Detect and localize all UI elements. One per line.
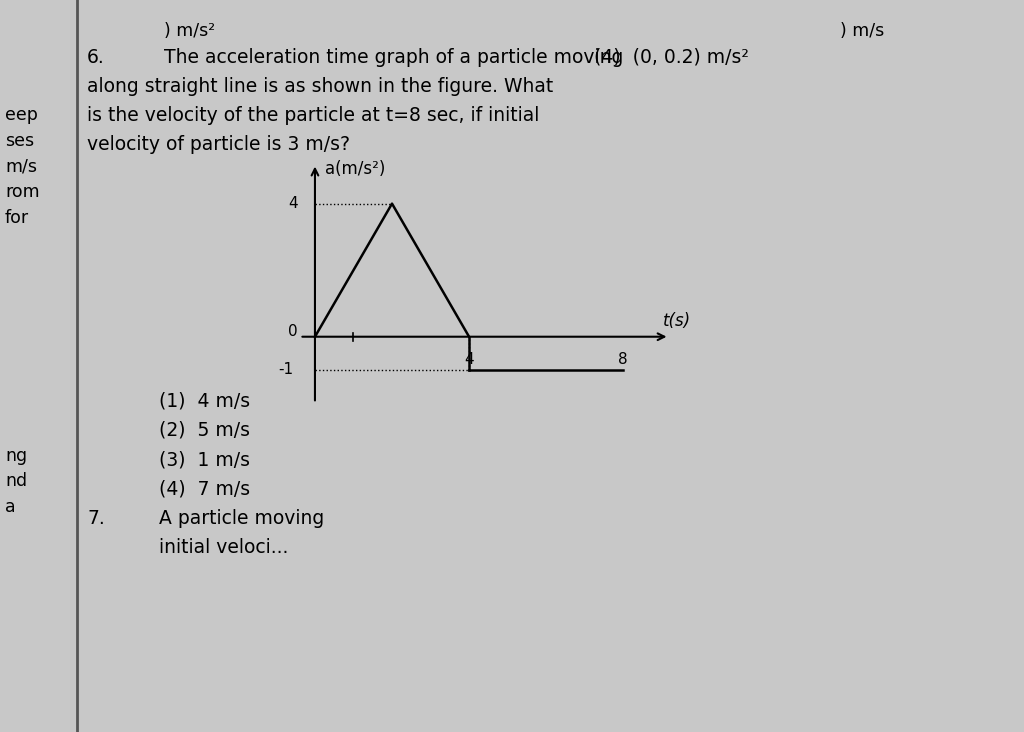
Text: (1)  4 m/s: (1) 4 m/s <box>159 392 250 411</box>
Text: eep: eep <box>5 106 38 124</box>
Text: ) m/s²: ) m/s² <box>164 22 215 40</box>
Text: -1: -1 <box>279 362 294 378</box>
Text: a(m/s²): a(m/s²) <box>325 160 385 179</box>
Text: a: a <box>5 498 15 516</box>
Text: m/s: m/s <box>5 157 37 176</box>
Text: (2)  5 m/s: (2) 5 m/s <box>159 421 250 440</box>
Text: along straight line is as shown in the figure. What: along straight line is as shown in the f… <box>87 77 553 96</box>
Text: ) m/s: ) m/s <box>840 22 884 40</box>
Text: t(s): t(s) <box>664 312 691 330</box>
Text: rom: rom <box>5 183 40 201</box>
Text: velocity of particle is 3 m/s?: velocity of particle is 3 m/s? <box>87 135 350 154</box>
Text: ng: ng <box>5 447 28 465</box>
Text: (4)  (0, 0.2) m/s²: (4) (0, 0.2) m/s² <box>594 48 749 67</box>
Text: for: for <box>5 209 30 227</box>
Text: 8: 8 <box>618 351 628 367</box>
Text: is the velocity of the particle at t=8 sec, if initial: is the velocity of the particle at t=8 s… <box>87 106 540 125</box>
Text: 4: 4 <box>464 351 474 367</box>
Text: initial veloci...: initial veloci... <box>159 538 288 557</box>
Text: nd: nd <box>5 472 28 490</box>
Text: 7.: 7. <box>87 509 104 528</box>
Text: 4: 4 <box>288 196 298 211</box>
Text: A particle moving: A particle moving <box>159 509 324 528</box>
Text: ses: ses <box>5 132 34 150</box>
Text: The acceleration time graph of a particle moving: The acceleration time graph of a particl… <box>164 48 624 67</box>
Text: (4)  7 m/s: (4) 7 m/s <box>159 479 250 498</box>
Text: 6.: 6. <box>87 48 104 67</box>
Text: 0: 0 <box>288 324 298 339</box>
Text: (3)  1 m/s: (3) 1 m/s <box>159 450 250 469</box>
